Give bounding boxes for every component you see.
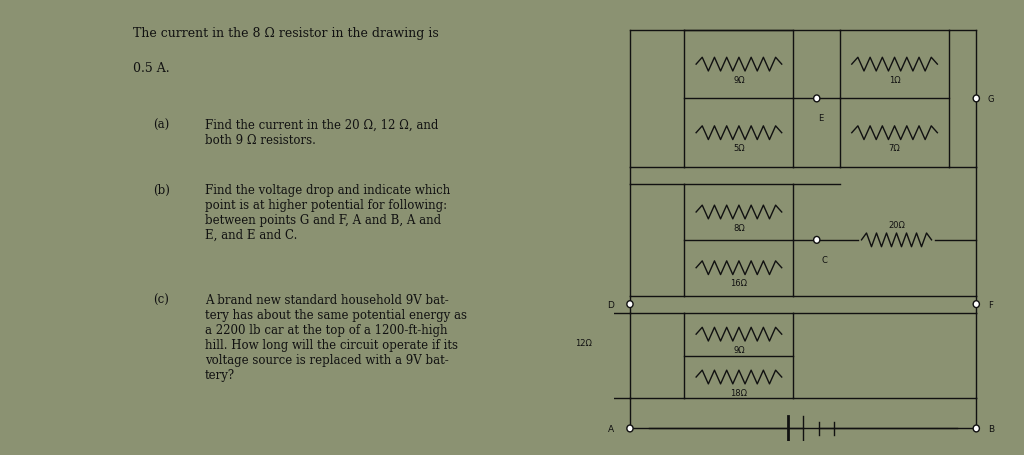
Text: 9Ω: 9Ω [733,345,744,354]
Text: Find the voltage drop and indicate which
point is at higher potential for follow: Find the voltage drop and indicate which… [205,184,451,242]
Text: 20Ω: 20Ω [888,221,905,230]
Text: 1Ω: 1Ω [889,76,900,85]
Text: E: E [818,114,823,123]
Text: 18Ω: 18Ω [730,388,748,397]
Text: Find the current in the 20 Ω, 12 Ω, and
both 9 Ω resistors.: Find the current in the 20 Ω, 12 Ω, and … [205,118,438,146]
Circle shape [627,425,633,432]
Text: 5Ω: 5Ω [733,144,744,153]
Text: D: D [607,300,614,309]
Circle shape [627,301,633,308]
Text: F: F [988,300,993,309]
Text: The current in the 8 Ω resistor in the drawing is: The current in the 8 Ω resistor in the d… [133,26,439,40]
Text: (a): (a) [154,118,170,131]
Circle shape [973,96,979,103]
Text: 8Ω: 8Ω [733,223,744,232]
Circle shape [973,301,979,308]
Text: 7Ω: 7Ω [889,144,900,153]
Circle shape [973,425,979,432]
Text: G: G [988,95,994,104]
Text: (b): (b) [154,184,170,197]
Text: B: B [988,424,994,433]
Text: 16Ω: 16Ω [730,279,748,288]
Text: A: A [608,424,614,433]
Circle shape [814,237,820,244]
Text: (c): (c) [154,293,170,306]
Text: 9Ω: 9Ω [733,76,744,85]
Circle shape [814,96,820,103]
Text: A brand new standard household 9V bat-
tery has about the same potential energy : A brand new standard household 9V bat- t… [205,293,467,381]
Text: 12Ω: 12Ω [574,338,592,347]
Text: 0.5 A.: 0.5 A. [133,61,170,75]
Text: C: C [821,255,827,264]
